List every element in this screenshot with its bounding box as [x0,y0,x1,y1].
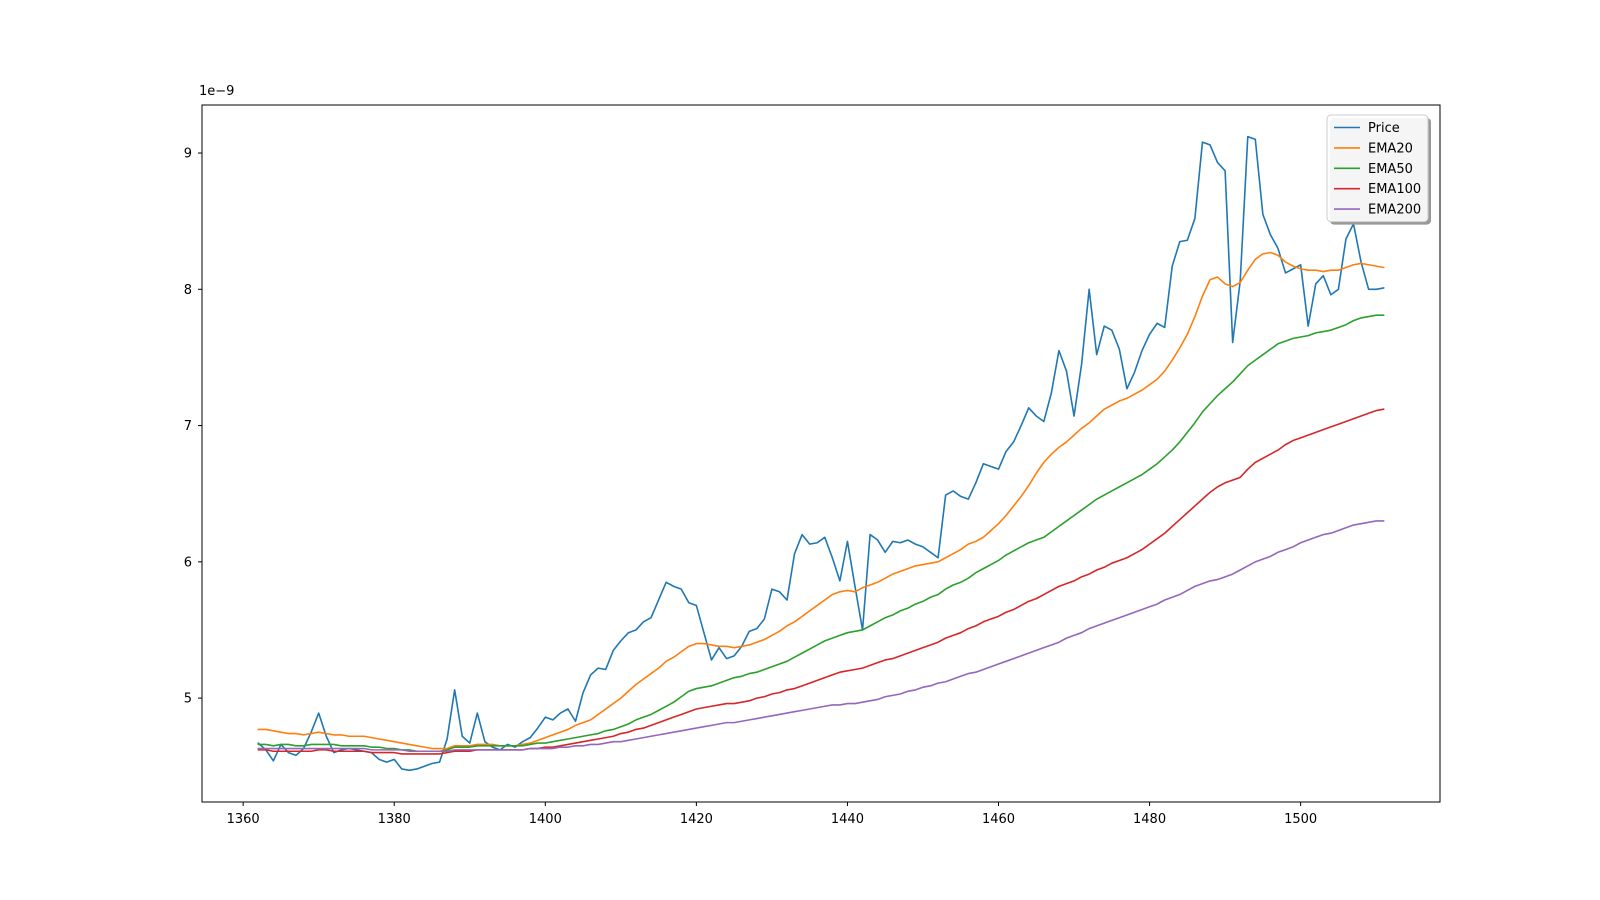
y-axis-offset-label: 1e−9 [199,84,235,99]
series-line-ema50 [257,314,1385,753]
legend-label-ema20: EMA20 [1368,141,1413,156]
legend-label-ema200: EMA200 [1368,203,1421,218]
x-tick-label: 1460 [982,812,1015,827]
y-tick-label: 6 [184,555,192,570]
series-line-ema20 [257,251,1385,750]
x-tick-label: 1440 [831,812,864,827]
x-tick-label: 1400 [529,812,562,827]
legend-label-ema50: EMA50 [1368,162,1413,177]
legend-box [1326,114,1429,223]
x-tick-label: 1380 [378,812,411,827]
x-tick-label: 1500 [1284,812,1317,827]
y-tick-label: 8 [184,283,192,298]
y-tick-label: 7 [184,419,192,434]
y-tick-label: 9 [184,147,192,162]
series-line-price [257,135,1385,772]
legend-label-price: Price [1368,121,1400,136]
y-tick-label: 5 [184,692,192,707]
x-tick-label: 1420 [680,812,713,827]
series-line-ema200 [257,520,1385,753]
series-line-ema100 [257,408,1385,755]
legend-label-ema100: EMA100 [1368,182,1421,197]
axes-frame [201,104,1441,803]
x-tick-label: 1360 [227,812,260,827]
x-tick-label: 1480 [1133,812,1166,827]
